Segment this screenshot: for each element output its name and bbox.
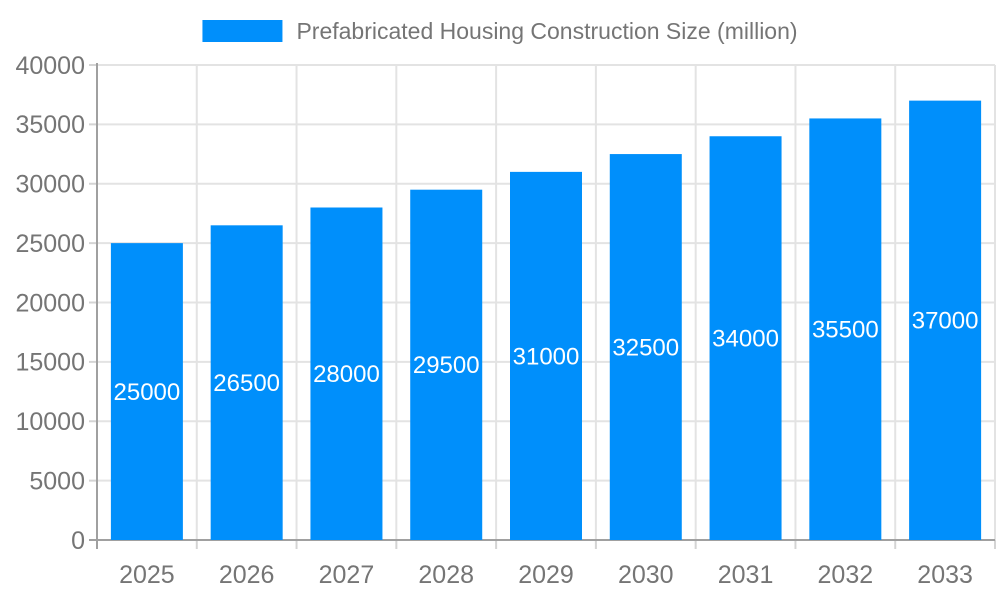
x-axis-label: 2028: [418, 561, 474, 589]
y-axis-label: 35000: [15, 111, 85, 139]
y-axis-label: 40000: [15, 52, 85, 80]
bar: [809, 118, 882, 540]
x-axis-label: 2033: [917, 561, 973, 589]
bar: [210, 225, 283, 540]
bar-value-label: 31000: [513, 343, 580, 370]
legend[interactable]: Prefabricated Housing Construction Size …: [202, 17, 798, 45]
bar: [410, 189, 483, 540]
bar: [609, 154, 682, 540]
legend-label: Prefabricated Housing Construction Size …: [296, 18, 798, 44]
x-axis-label: 2027: [319, 561, 375, 589]
y-axis-label: 15000: [15, 349, 85, 377]
bar-value-label: 34000: [712, 326, 779, 353]
legend-swatch-icon: [202, 20, 283, 42]
y-axis-label: 0: [71, 527, 85, 555]
y-axis-label: 25000: [15, 230, 85, 258]
bar-value-label: 32500: [612, 334, 679, 361]
bar-value-label: 25000: [114, 379, 181, 406]
bar: [510, 171, 582, 540]
x-axis-label: 2030: [618, 561, 674, 589]
x-axis-label: 2032: [818, 561, 874, 589]
bar: [310, 207, 383, 540]
x-axis-label: 2031: [718, 561, 774, 589]
bar-value-label: 29500: [413, 352, 480, 379]
x-axis-label: 2029: [518, 561, 574, 589]
bar-value-label: 28000: [313, 361, 380, 388]
bar-value-label: 37000: [912, 308, 979, 335]
y-axis-label: 10000: [15, 408, 85, 436]
y-axis-label: 20000: [15, 289, 85, 317]
x-axis-label: 2026: [219, 561, 275, 589]
y-axis-label: 30000: [15, 171, 85, 199]
bar-value-label: 26500: [213, 370, 280, 397]
bar-value-label: 35500: [812, 317, 879, 344]
y-axis-label: 5000: [29, 467, 85, 495]
bar: [110, 243, 183, 540]
bar: [709, 136, 782, 540]
x-axis-label: 2025: [119, 561, 175, 589]
bar: [909, 100, 982, 540]
